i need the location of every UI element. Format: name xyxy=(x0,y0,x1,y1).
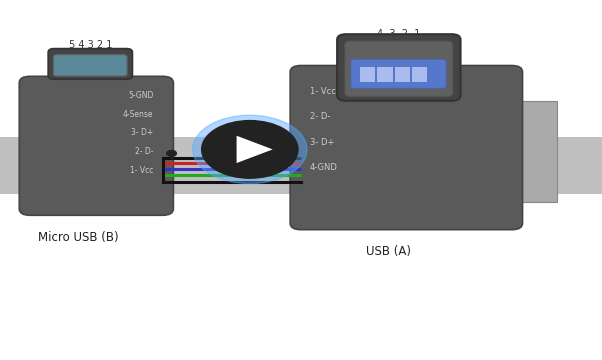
Text: USB (A): USB (A) xyxy=(366,246,411,258)
Bar xyxy=(395,67,410,82)
FancyBboxPatch shape xyxy=(351,59,446,88)
FancyBboxPatch shape xyxy=(19,76,173,215)
FancyBboxPatch shape xyxy=(54,55,127,76)
Text: 5 4 3 2 1: 5 4 3 2 1 xyxy=(69,40,112,50)
Text: 3- D+: 3- D+ xyxy=(131,129,154,137)
Bar xyxy=(360,67,375,82)
FancyBboxPatch shape xyxy=(337,34,461,101)
Circle shape xyxy=(167,150,176,156)
Bar xyxy=(377,67,393,82)
FancyBboxPatch shape xyxy=(345,41,453,96)
Text: 4-GND: 4-GND xyxy=(310,163,338,172)
Bar xyxy=(509,101,557,202)
Bar xyxy=(0,137,602,194)
Text: 3- D+: 3- D+ xyxy=(310,138,334,147)
Circle shape xyxy=(193,115,307,184)
Circle shape xyxy=(202,121,298,178)
Text: 4  3  2  1: 4 3 2 1 xyxy=(377,29,421,39)
Text: 1- Vcc: 1- Vcc xyxy=(130,166,154,175)
Text: 1- Vcc: 1- Vcc xyxy=(310,87,336,96)
Text: 2- D-: 2- D- xyxy=(310,112,330,121)
Text: 5-GND: 5-GND xyxy=(128,91,154,100)
Text: 2- D-: 2- D- xyxy=(135,147,154,156)
FancyBboxPatch shape xyxy=(290,66,523,230)
Text: 4-Sense: 4-Sense xyxy=(123,110,154,119)
Text: Micro USB (B): Micro USB (B) xyxy=(38,231,119,244)
Polygon shape xyxy=(237,136,273,163)
FancyBboxPatch shape xyxy=(48,49,132,79)
Bar xyxy=(412,67,427,82)
